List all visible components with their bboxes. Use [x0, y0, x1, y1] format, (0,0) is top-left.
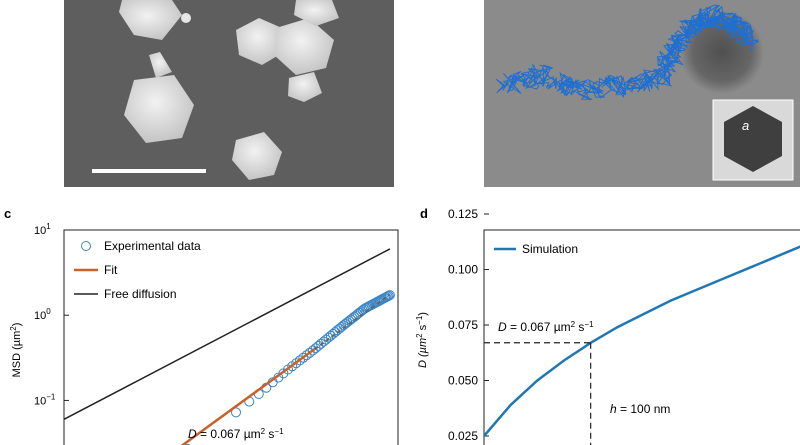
legend-label-free: Free diffusion — [104, 287, 177, 301]
scale-bar — [92, 169, 206, 173]
fit-line-extension — [313, 293, 391, 350]
hexagon-icon — [724, 106, 782, 172]
legend: Experimental data Fit Free diffusion — [74, 239, 201, 301]
nanoplate — [124, 75, 194, 143]
y-tick-label: 100 — [34, 307, 51, 322]
y-axis-label: D (µm2 s−1) — [415, 312, 429, 368]
data-point — [184, 443, 191, 445]
data-point — [384, 290, 395, 301]
data-point — [294, 355, 305, 366]
nanoplate — [149, 52, 172, 78]
plot-frame — [483, 229, 800, 445]
panel-label-c: c — [4, 206, 11, 221]
panel-label-d: d — [420, 206, 428, 221]
y-tick-label: 0.100 — [448, 263, 478, 277]
simulation-line — [483, 245, 800, 437]
nanoplate — [294, 0, 339, 26]
diffusion-annotation: D = 0.067 µm2 s−1 — [188, 427, 284, 441]
nanoplate — [119, 0, 182, 40]
sem-micrograph-panel — [64, 0, 394, 187]
legend-label-fit: Fit — [104, 263, 118, 277]
sem-background — [64, 0, 394, 187]
y-tick-label: 0.075 — [448, 318, 478, 332]
trajectory-path — [495, 4, 760, 101]
thickness-annotation: h = 100 nm — [610, 402, 670, 416]
msd-chart: c 101 100 10−1 MSD (µm2) Experimental data… — [4, 206, 399, 445]
brownian-trajectory — [495, 4, 760, 101]
legend: Simulation — [494, 242, 578, 256]
data-point — [231, 407, 241, 418]
y-tick-label: 0.050 — [448, 374, 478, 388]
legend-label-simulation: Simulation — [522, 242, 578, 256]
y-tick-label: 0.125 — [448, 207, 478, 221]
y-axis-ticks: 101 100 10−1 — [34, 222, 69, 407]
data-point — [291, 358, 302, 369]
legend-label-experimental: Experimental data — [104, 239, 201, 253]
data-point — [298, 352, 309, 363]
data-point — [383, 290, 394, 301]
plot-frame — [63, 229, 399, 445]
y-tick-label: 101 — [34, 222, 51, 237]
y-axis-label: MSD (µm2) — [9, 323, 23, 378]
trajectory-panel: a — [484, 0, 800, 187]
msd-series — [63, 248, 395, 445]
nanoplate — [288, 72, 322, 102]
fit-line — [180, 348, 316, 445]
nanoplate — [274, 18, 334, 75]
inset-label: a — [742, 118, 749, 133]
simulation-series — [483, 245, 800, 445]
free-diffusion-line — [63, 248, 391, 421]
diffusion-annotation: D = 0.067 µm2 s−1 — [498, 320, 594, 334]
sem-image — [64, 0, 394, 187]
trajectory-image: a — [484, 0, 800, 187]
y-tick-label: 10−1 — [34, 392, 56, 407]
legend-marker-experimental — [81, 241, 91, 251]
nanoplate — [181, 13, 191, 23]
nanoplate — [236, 18, 284, 65]
y-tick-label: 0.025 — [448, 429, 478, 443]
nanoplate — [232, 132, 282, 180]
